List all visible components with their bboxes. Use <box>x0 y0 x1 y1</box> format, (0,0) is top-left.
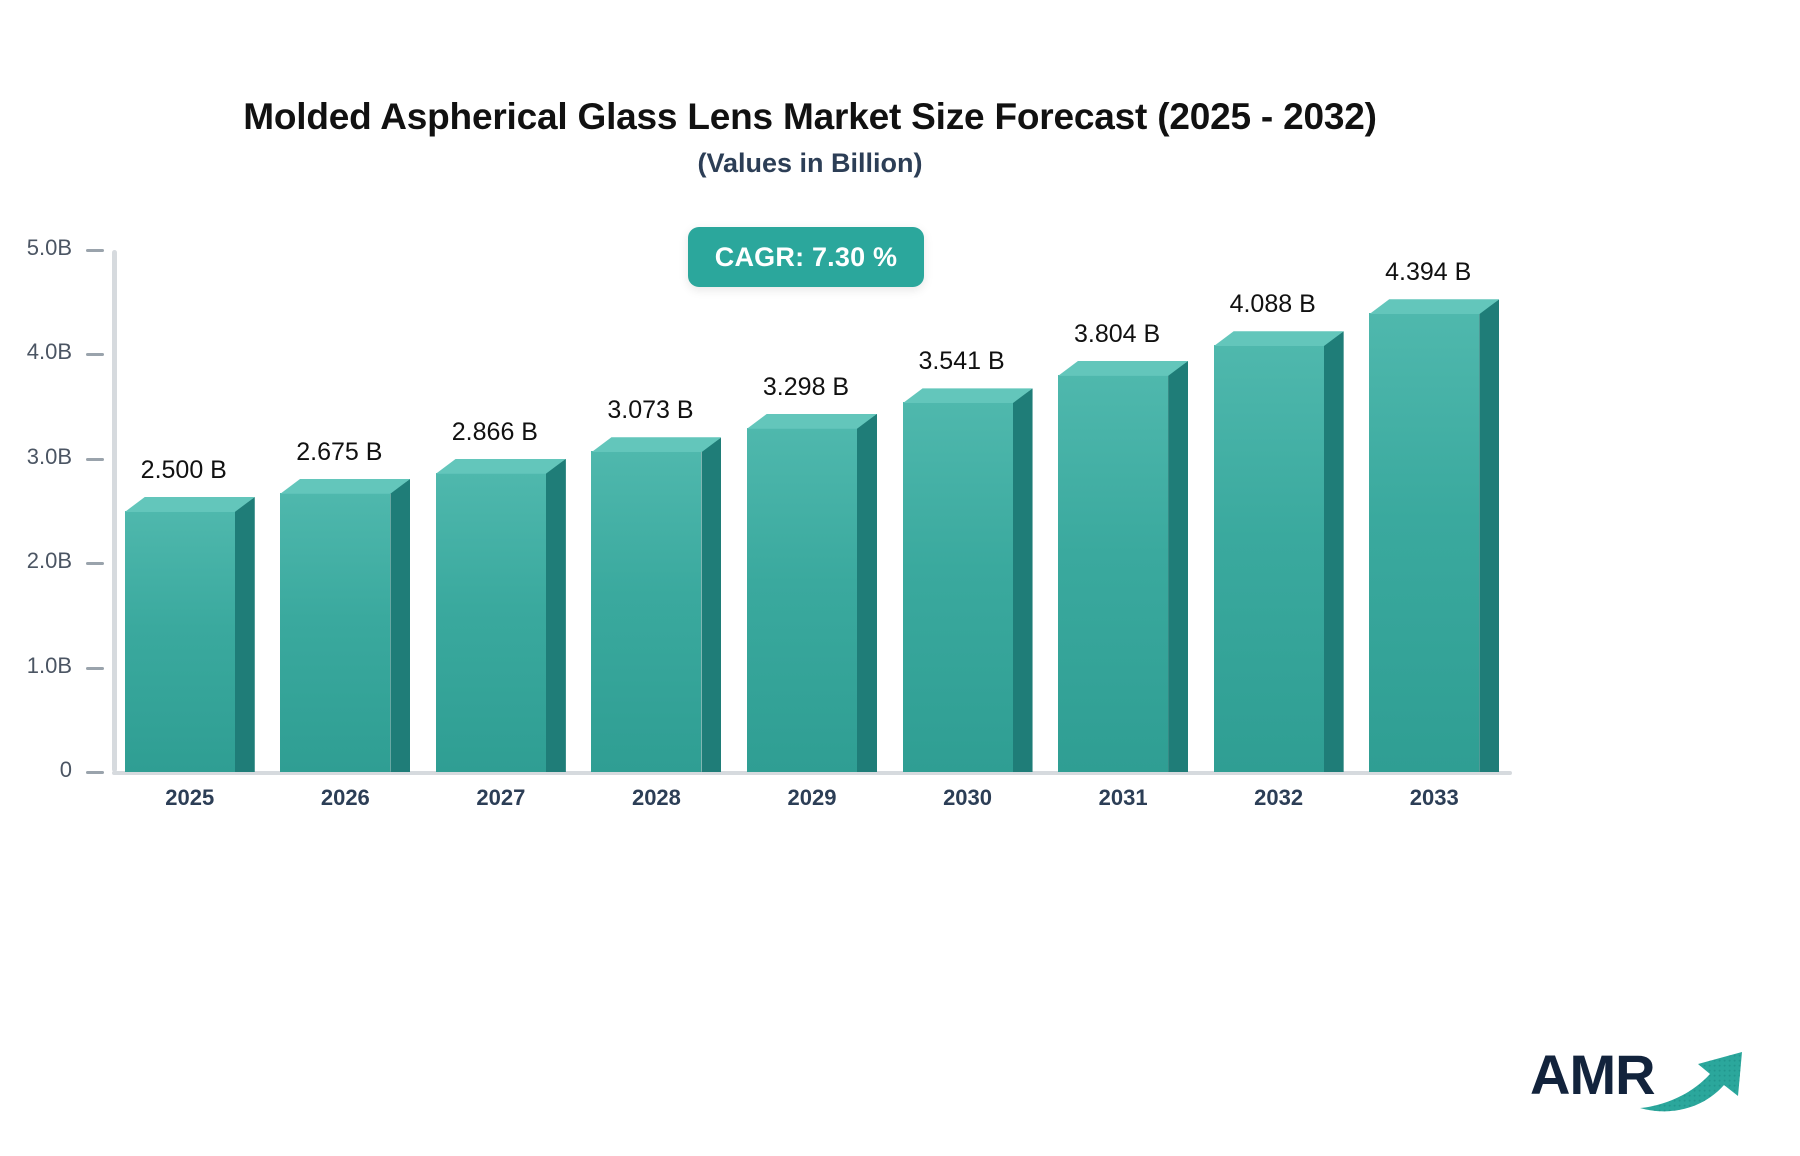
y-axis-line <box>112 250 117 772</box>
bar-side-face <box>1168 360 1189 772</box>
bar-front-face <box>902 402 1013 772</box>
growth-arrow-icon <box>1640 1052 1742 1112</box>
bar-front-face <box>1213 345 1324 772</box>
bar-top-face <box>1369 299 1500 315</box>
y-tick-label: 5.0B <box>26 235 72 260</box>
logo-text: AMR <box>1530 1043 1656 1106</box>
bar-value-label: 3.804 B <box>1074 319 1161 348</box>
bar-front-face <box>591 451 702 772</box>
amr-logo: AMR <box>1530 1040 1750 1120</box>
bar-side-face <box>857 413 877 772</box>
page-subtitle: (Values in Billion) <box>697 148 923 178</box>
bar-front-face <box>1058 374 1169 772</box>
plot-area <box>112 250 1512 775</box>
bar[interactable] <box>747 413 877 772</box>
bar-top-face <box>280 478 411 494</box>
y-tick-label: 4.0B <box>26 339 72 365</box>
bar-top-face <box>591 437 722 453</box>
y-tick-label: 0 <box>59 757 72 782</box>
bar-top-face <box>435 458 566 474</box>
cagr-badge: CAGR: 7.30 % <box>688 227 924 287</box>
bar-top-face <box>1058 360 1189 376</box>
bar-side-face <box>390 478 411 772</box>
bar-side-face <box>1012 388 1033 772</box>
y-tick-mark <box>86 353 104 357</box>
page-title: Molded Aspherical Glass Lens Market Size… <box>243 96 1377 137</box>
bar-front-face <box>747 427 857 772</box>
bar[interactable] <box>1058 360 1189 772</box>
bar-top-face <box>1213 331 1344 347</box>
bar[interactable] <box>591 436 722 772</box>
bar-top-face <box>747 413 877 429</box>
bar-top-face <box>124 497 255 512</box>
bar-value-label: 3.073 B <box>607 396 694 425</box>
bar-value-label: 4.394 B <box>1385 258 1472 287</box>
bar-front-face <box>124 511 235 772</box>
bar-value-label: 4.088 B <box>1229 290 1316 319</box>
y-tick-label: 2.0B <box>26 548 72 574</box>
bar-top-face <box>902 388 1033 404</box>
x-tick-label: 2028 <box>631 785 681 810</box>
bar[interactable] <box>1369 298 1500 772</box>
bar-value-label: 3.541 B <box>918 347 1005 376</box>
bar-value-label: 2.675 B <box>296 437 383 466</box>
y-tick-mark <box>86 666 104 670</box>
bar[interactable] <box>435 458 566 772</box>
y-tick-label: 1.0B <box>26 652 72 678</box>
bar-front-face <box>280 492 391 772</box>
bar[interactable] <box>280 478 411 772</box>
x-tick-label: 2029 <box>787 785 837 810</box>
x-tick-label: 2033 <box>1409 785 1459 810</box>
bar-side-face <box>1323 331 1344 772</box>
bar-value-label: 3.298 B <box>762 372 850 401</box>
bar-front-face <box>435 472 546 772</box>
bar[interactable] <box>902 387 1033 772</box>
bar[interactable] <box>1213 330 1344 772</box>
y-tick-mark <box>86 771 104 774</box>
cagr-badge-label: CAGR: 7.30 % <box>714 241 898 272</box>
y-tick-mark <box>86 249 104 252</box>
y-tick-mark <box>86 562 104 566</box>
x-tick-label: 2025 <box>165 785 215 810</box>
x-tick-label: 2027 <box>476 785 526 810</box>
bar-side-face <box>234 497 255 772</box>
y-tick-label: 3.0B <box>26 443 72 469</box>
bar-side-face <box>701 437 722 772</box>
bar-value-label: 2.866 B <box>451 417 538 446</box>
x-tick-label: 2031 <box>1098 785 1148 810</box>
x-tick-label: 2032 <box>1254 785 1304 810</box>
bar-side-face <box>545 458 566 772</box>
bar-side-face <box>1479 299 1500 772</box>
bar-front-face <box>1369 313 1480 772</box>
bar-value-label: 2.500 B <box>140 456 227 484</box>
bar[interactable] <box>124 496 255 772</box>
y-tick-mark <box>86 457 104 461</box>
x-tick-label: 2026 <box>320 785 370 810</box>
x-axis-line <box>112 771 1512 775</box>
x-tick-label: 2030 <box>943 785 993 810</box>
